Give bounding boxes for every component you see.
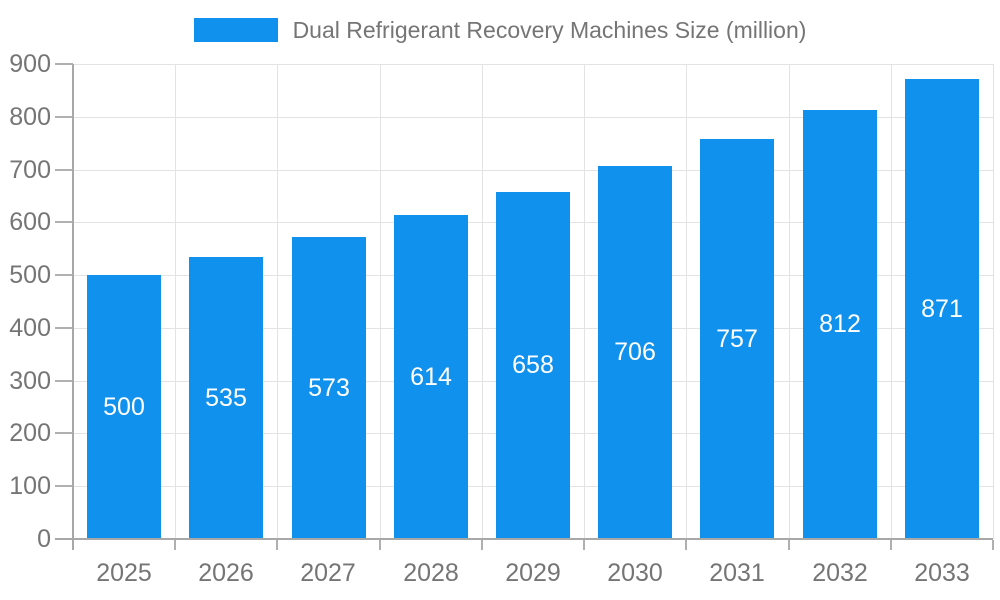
y-axis-tick bbox=[55, 221, 73, 223]
gridline-vertical bbox=[175, 64, 176, 539]
x-axis-tick bbox=[174, 540, 176, 550]
y-axis-tick bbox=[55, 380, 73, 382]
y-axis-tick-label: 300 bbox=[9, 367, 51, 395]
gridline-vertical bbox=[789, 64, 790, 539]
legend-item[interactable]: Dual Refrigerant Recovery Machines Size … bbox=[0, 6, 1000, 54]
y-axis-tick-label: 0 bbox=[37, 525, 51, 553]
y-axis-tick bbox=[55, 116, 73, 118]
x-axis-tick bbox=[788, 540, 790, 550]
y-axis-tick bbox=[55, 432, 73, 434]
y-axis-tick-label: 200 bbox=[9, 419, 51, 447]
bar: 871 bbox=[905, 79, 979, 539]
gridline-vertical bbox=[380, 64, 381, 539]
y-axis-tick-label: 600 bbox=[9, 208, 51, 236]
plot-area: 0 100 200 300 400 500 600 700 800 900 2025 2026 2027… bbox=[9, 50, 994, 587]
gridline-vertical bbox=[891, 64, 892, 539]
x-axis-tick-label: 2026 bbox=[198, 559, 254, 587]
x-axis-tick-label: 2032 bbox=[812, 559, 868, 587]
y-axis-line bbox=[72, 64, 74, 550]
x-axis-tick bbox=[276, 540, 278, 550]
gridline-horizontal bbox=[73, 170, 993, 171]
bar-value-label: 658 bbox=[512, 351, 554, 379]
y-axis-tick bbox=[55, 169, 73, 171]
y-axis-tick bbox=[55, 485, 73, 487]
y-axis-tick-label: 500 bbox=[9, 261, 51, 289]
gridline-vertical bbox=[686, 64, 687, 539]
x-axis-tick bbox=[481, 540, 483, 550]
bar: 658 bbox=[496, 192, 570, 539]
gridline-vertical bbox=[482, 64, 483, 539]
bar-value-label: 757 bbox=[716, 324, 758, 353]
bar-value-label: 812 bbox=[819, 310, 861, 338]
x-axis-tick-label: 2030 bbox=[607, 559, 663, 587]
bar-value-label: 871 bbox=[921, 294, 963, 323]
x-axis-tick bbox=[379, 540, 381, 550]
y-axis-tick bbox=[55, 274, 73, 276]
x-axis-tick bbox=[685, 540, 687, 550]
bar: 535 bbox=[189, 257, 263, 539]
bar: 614 bbox=[394, 215, 468, 539]
y-axis-tick-label: 100 bbox=[9, 472, 51, 500]
x-axis-tick bbox=[583, 540, 585, 550]
gridline-vertical bbox=[277, 64, 278, 539]
x-axis-tick-label: 2028 bbox=[403, 559, 459, 587]
y-axis-tick bbox=[55, 327, 73, 329]
bar-value-label: 500 bbox=[103, 392, 145, 421]
bar-value-label: 706 bbox=[614, 338, 656, 366]
gridline-horizontal bbox=[73, 64, 993, 65]
gridline-horizontal bbox=[73, 117, 993, 118]
bar: 500 bbox=[87, 275, 161, 539]
bar-value-label: 573 bbox=[308, 373, 350, 402]
x-axis-tick bbox=[890, 540, 892, 550]
x-axis-tick-label: 2029 bbox=[505, 559, 561, 587]
legend-swatch bbox=[193, 18, 278, 42]
y-axis-tick-label: 700 bbox=[9, 156, 51, 184]
y-axis-tick-label: 400 bbox=[9, 314, 51, 342]
bar: 757 bbox=[700, 139, 774, 539]
gridline-vertical bbox=[584, 64, 585, 539]
x-axis-tick-label: 2027 bbox=[300, 559, 356, 587]
legend-label: Dual Refrigerant Recovery Machines Size … bbox=[292, 16, 807, 43]
x-axis-tick bbox=[992, 540, 994, 550]
y-axis-tick-label: 900 bbox=[9, 50, 51, 78]
bar: 573 bbox=[292, 237, 366, 539]
x-axis-line bbox=[73, 538, 993, 540]
bar-value-label: 535 bbox=[205, 383, 247, 412]
bar-value-label: 614 bbox=[410, 362, 452, 391]
gridline-vertical bbox=[993, 64, 994, 539]
x-axis-zero-tick bbox=[55, 538, 74, 540]
bar: 706 bbox=[598, 166, 672, 539]
y-axis-tick-label: 800 bbox=[9, 103, 51, 131]
x-axis-tick-label: 2025 bbox=[96, 559, 152, 587]
bar: 812 bbox=[803, 110, 877, 539]
x-axis-tick-label: 2031 bbox=[709, 559, 765, 587]
x-axis-tick-label: 2033 bbox=[914, 559, 970, 587]
y-axis-tick bbox=[55, 63, 73, 65]
